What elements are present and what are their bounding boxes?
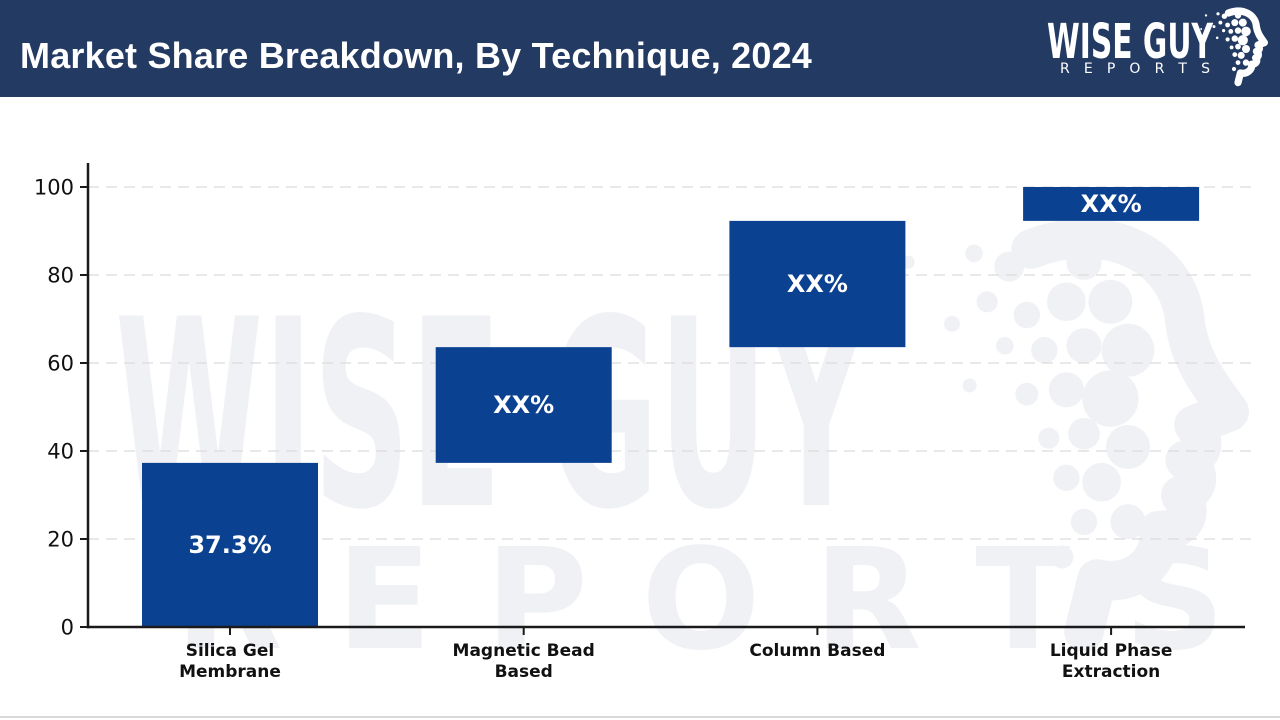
watermark-subtitle: R E P O R T S bbox=[175, 519, 1225, 682]
chart-title: Market Share Breakdown, By Technique, 20… bbox=[20, 34, 813, 76]
bar-column-based bbox=[729, 220, 906, 348]
y-tick-label: 60 bbox=[47, 352, 74, 376]
axes bbox=[80, 163, 1245, 635]
logo-subtitle: R E P O R T S bbox=[1060, 61, 1210, 77]
bars: 37.3% XX% XX% XX% bbox=[142, 187, 1200, 627]
bar-value-label: XX% bbox=[1081, 190, 1142, 218]
axis-labels: 0 20 40 60 80 100 Silica Gel Membrane Magnetic B… bbox=[34, 176, 1172, 683]
y-tick-label: 40 bbox=[47, 440, 74, 464]
logo-wordmark: WISE GUY bbox=[1047, 14, 1214, 70]
y-tick-label: 80 bbox=[47, 264, 74, 288]
x-category-label: Column Based bbox=[749, 641, 885, 661]
bar-liquid-phase-extraction bbox=[1023, 187, 1200, 221]
x-category-label: Silica Gel Membrane bbox=[179, 641, 281, 682]
y-tick-label: 0 bbox=[61, 616, 74, 640]
x-category-label: Magnetic Bead Based bbox=[453, 641, 595, 682]
y-tick-label: 20 bbox=[47, 528, 74, 552]
bar-value-label: XX% bbox=[493, 391, 554, 419]
bar-value-label: 37.3% bbox=[188, 531, 271, 559]
bottom-divider bbox=[0, 716, 1280, 718]
bar-value-label: XX% bbox=[787, 270, 848, 298]
bar-silica-gel-membrane bbox=[142, 462, 318, 627]
bar-magnetic-bead-based bbox=[435, 347, 612, 463]
brand-logo: WISE GUY R E P O R T S bbox=[1047, 0, 1280, 97]
x-category-label: Liquid Phase Extraction bbox=[1050, 641, 1173, 682]
header-band: Market Share Breakdown, By Technique, 20… bbox=[0, 0, 1280, 97]
y-tick-label: 100 bbox=[34, 176, 74, 200]
